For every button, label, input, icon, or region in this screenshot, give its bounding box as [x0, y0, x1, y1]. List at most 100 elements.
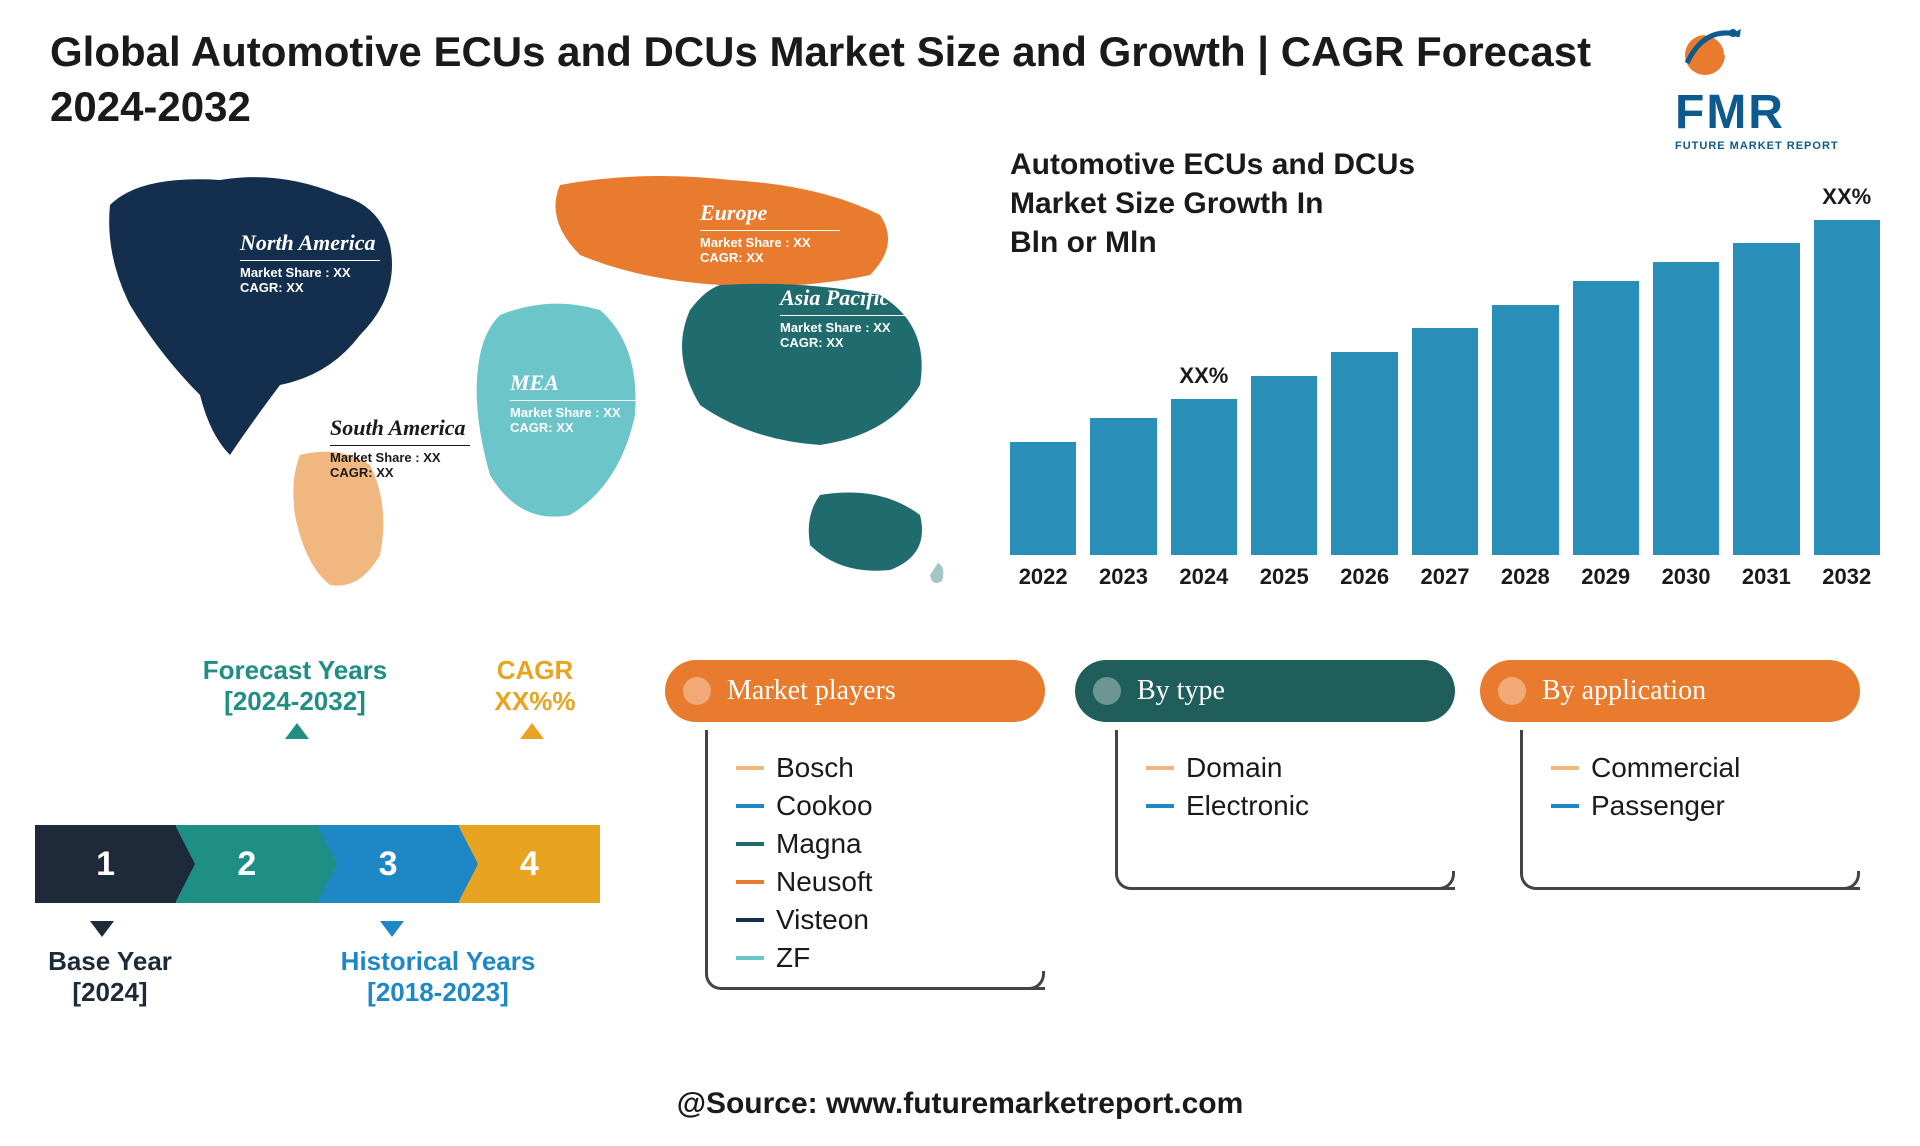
tick-icon	[1551, 766, 1579, 770]
bar	[1412, 328, 1478, 555]
list-item-text: ZF	[776, 942, 810, 974]
fmr-logo: FMR FUTURE MARKET REPORT	[1675, 15, 1885, 115]
region-label-eu: Europe Market Share : XX CAGR: XX	[700, 200, 840, 265]
triangle-up-icon	[285, 723, 309, 739]
base-year-label: Base Year [2024]	[35, 946, 185, 1008]
bar-callout: XX%	[1179, 363, 1228, 389]
list-item: Magna	[736, 828, 1045, 860]
triangle-down-icon	[380, 921, 404, 937]
list-item-text: Commercial	[1591, 752, 1740, 784]
bar	[1573, 281, 1639, 555]
list-item-text: Magna	[776, 828, 862, 860]
by-application-pill: By application	[1480, 660, 1860, 722]
list-item-text: Passenger	[1591, 790, 1725, 822]
bar	[1733, 243, 1799, 555]
bar	[1090, 418, 1156, 555]
list-item: Electronic	[1146, 790, 1455, 822]
timeline-seg-4: 4	[459, 825, 600, 903]
bar-wrap: 2031	[1733, 243, 1799, 555]
bar-wrap: 2028	[1492, 305, 1558, 555]
list-item-text: Domain	[1186, 752, 1282, 784]
timeline-seg-1: 1	[35, 825, 176, 903]
region-label-ap: Asia Pacific Market Share : XX CAGR: XX	[780, 285, 920, 350]
historical-label: Historical Years [2018-2023]	[333, 946, 543, 1008]
triangle-down-icon	[90, 921, 114, 937]
list-item: Commercial	[1551, 752, 1860, 784]
market-players-pill: Market players	[665, 660, 1045, 722]
app-list: Commercial Passenger	[1523, 730, 1860, 822]
tick-icon	[736, 766, 764, 770]
region-label-mea: MEA Market Share : XX CAGR: XX	[510, 370, 650, 435]
bracket-line: Commercial Passenger	[1520, 730, 1860, 890]
bar-wrap: 2025	[1251, 376, 1317, 555]
tick-icon	[736, 956, 764, 960]
bar-wrap: XX%2024	[1171, 399, 1237, 555]
players-list: Bosch Cookoo Magna Neusoft Visteon ZF	[708, 730, 1045, 974]
list-item: Bosch	[736, 752, 1045, 784]
source-footer: @Source: www.futuremarketreport.com	[0, 1087, 1920, 1121]
bar-year-label: 2031	[1742, 564, 1791, 590]
list-item-text: Cookoo	[776, 790, 873, 822]
logo-abbr: FMR	[1675, 85, 1839, 140]
by-type-pill: By type	[1075, 660, 1455, 722]
circle-icon	[683, 677, 711, 705]
list-item-text: Neusoft	[776, 866, 873, 898]
globe-icon	[1675, 15, 1745, 85]
bar-wrap: 2029	[1573, 281, 1639, 555]
page-header: Global Automotive ECUs and DCUs Market S…	[50, 25, 1670, 134]
forecast-label: Forecast Years [2024-2032]	[190, 655, 400, 717]
timeline-bar: 1 2 3 4	[35, 825, 600, 903]
page-title: Global Automotive ECUs and DCUs Market S…	[50, 25, 1670, 134]
list-item: Cookoo	[736, 790, 1045, 822]
timeline-seg-3: 3	[318, 825, 459, 903]
tick-icon	[1146, 804, 1174, 808]
region-label-na: North America Market Share : XX CAGR: XX	[240, 230, 380, 295]
bar	[1653, 262, 1719, 555]
tick-icon	[736, 918, 764, 922]
list-item: Domain	[1146, 752, 1455, 784]
bar-wrap: 2022	[1010, 442, 1076, 555]
tick-icon	[736, 880, 764, 884]
list-item-text: Bosch	[776, 752, 854, 784]
bar-wrap: 2026	[1331, 352, 1397, 555]
region-label-sa: South America Market Share : XX CAGR: XX	[330, 415, 470, 480]
list-item-text: Electronic	[1186, 790, 1309, 822]
list-item: ZF	[736, 942, 1045, 974]
bar-wrap: 2030	[1653, 262, 1719, 555]
tick-icon	[1551, 804, 1579, 808]
bar-wrap: 2027	[1412, 328, 1478, 555]
timeline: Forecast Years [2024-2032] CAGR XX%% 1 2…	[35, 655, 600, 935]
bar-chart: Automotive ECUs and DCUs Market Size Gro…	[1010, 145, 1880, 595]
bar	[1010, 442, 1076, 555]
tick-icon	[1146, 766, 1174, 770]
list-item: Passenger	[1551, 790, 1860, 822]
by-type-section: By type Domain Electronic	[1075, 660, 1455, 890]
bar-wrap: XX%2032	[1814, 220, 1880, 555]
bar-year-label: 2032	[1822, 564, 1871, 590]
bar-year-label: 2022	[1019, 564, 1068, 590]
timeline-seg-2: 2	[176, 825, 317, 903]
tick-icon	[736, 842, 764, 846]
world-map: North America Market Share : XX CAGR: XX…	[80, 155, 950, 595]
bar	[1814, 220, 1880, 555]
bar-year-label: 2024	[1179, 564, 1228, 590]
bar	[1331, 352, 1397, 555]
by-application-section: By application Commercial Passenger	[1480, 660, 1860, 890]
bar-callout: XX%	[1822, 184, 1871, 210]
bar-year-label: 2028	[1501, 564, 1550, 590]
bar	[1251, 376, 1317, 555]
bar-year-label: 2023	[1099, 564, 1148, 590]
list-item: Neusoft	[736, 866, 1045, 898]
bar-wrap: 2023	[1090, 418, 1156, 555]
triangle-up-icon	[520, 723, 544, 739]
circle-icon	[1498, 677, 1526, 705]
bar-year-label: 2027	[1420, 564, 1469, 590]
list-item-text: Visteon	[776, 904, 869, 936]
bar	[1171, 399, 1237, 555]
type-list: Domain Electronic	[1118, 730, 1455, 822]
bar-year-label: 2030	[1662, 564, 1711, 590]
tick-icon	[736, 804, 764, 808]
bar-year-label: 2025	[1260, 564, 1309, 590]
market-players-section: Market players Bosch Cookoo Magna Neusoft Vi…	[665, 660, 1045, 990]
bracket-line: Domain Electronic	[1115, 730, 1455, 890]
